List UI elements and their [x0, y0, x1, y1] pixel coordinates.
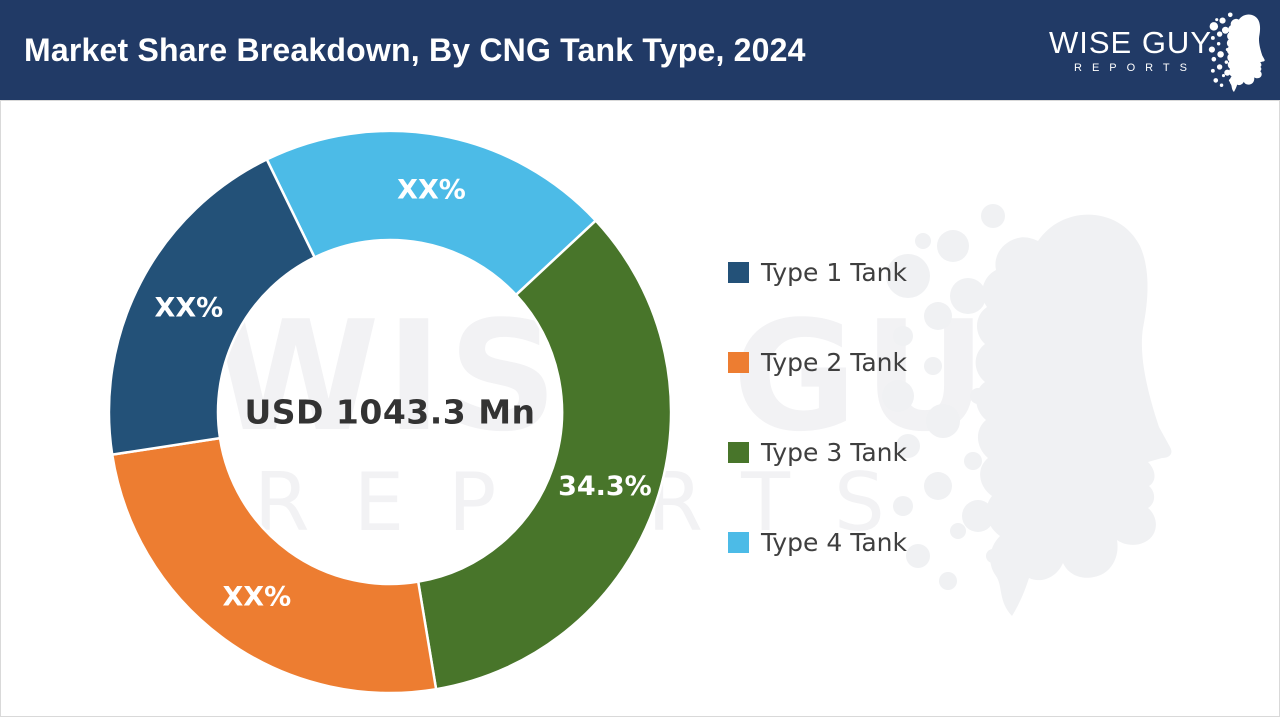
- logo-wiseguy-label: WISE GUY: [1048, 24, 1212, 60]
- legend-label-type-4-tank: Type 4 Tank: [761, 527, 907, 557]
- header-bar: Market Share Breakdown, By CNG Tank Type…: [0, 0, 1280, 100]
- logo-wordmark: WISE GUY REPORTS: [1049, 27, 1212, 74]
- donut-chart: XX% 34.3% XX% XX%: [107, 129, 673, 695]
- legend-item-type-4-tank[interactable]: Type 4 Tank: [728, 527, 907, 557]
- legend-label-type-2-tank: Type 2 Tank: [761, 347, 907, 377]
- legend-item-type-3-tank[interactable]: Type 3 Tank: [728, 437, 907, 467]
- wiseguy-logo: WISE GUY REPORTS: [1049, 9, 1266, 92]
- watermark-face: [878, 186, 1178, 616]
- legend-item-type-1-tank[interactable]: Type 1 Tank: [728, 257, 907, 287]
- donut-segment-type-3-tank[interactable]: [416, 219, 673, 691]
- legend-label-type-1-tank: Type 1 Tank: [761, 257, 907, 287]
- legend-swatch-type-2-tank: [728, 351, 749, 373]
- legend-swatch-type-4-tank: [728, 531, 749, 553]
- logo-reports-label: REPORTS: [1074, 61, 1197, 74]
- donut-chart-area: XX% 34.3% XX% XX%: [90, 112, 690, 712]
- legend-swatch-type-3-tank: [728, 441, 749, 463]
- donut-segment-type-1-tank[interactable]: [107, 158, 316, 456]
- chart-legend: Type 1 Tank Type 2 Tank Type 3 Tank Type 4 …: [728, 257, 907, 622]
- segment-label-type-1-tank: XX%: [155, 292, 224, 323]
- logo-face-icon: [1208, 9, 1266, 92]
- page-title: Market Share Breakdown, By CNG Tank Type…: [24, 31, 806, 68]
- segment-label-type-4-tank: XX%: [397, 175, 466, 206]
- segment-label-type-3-tank: 34.3%: [558, 471, 652, 502]
- legend-label-type-3-tank: Type 3 Tank: [761, 437, 907, 467]
- legend-item-type-2-tank[interactable]: Type 2 Tank: [728, 347, 907, 377]
- chart-center-value: USD 1043.3 Mn: [244, 392, 536, 432]
- donut-segment-type-2-tank[interactable]: [110, 436, 438, 695]
- donut-segment-type-4-tank[interactable]: [265, 129, 598, 297]
- segment-label-type-2-tank: XX%: [222, 582, 291, 613]
- legend-swatch-type-1-tank: [728, 261, 749, 283]
